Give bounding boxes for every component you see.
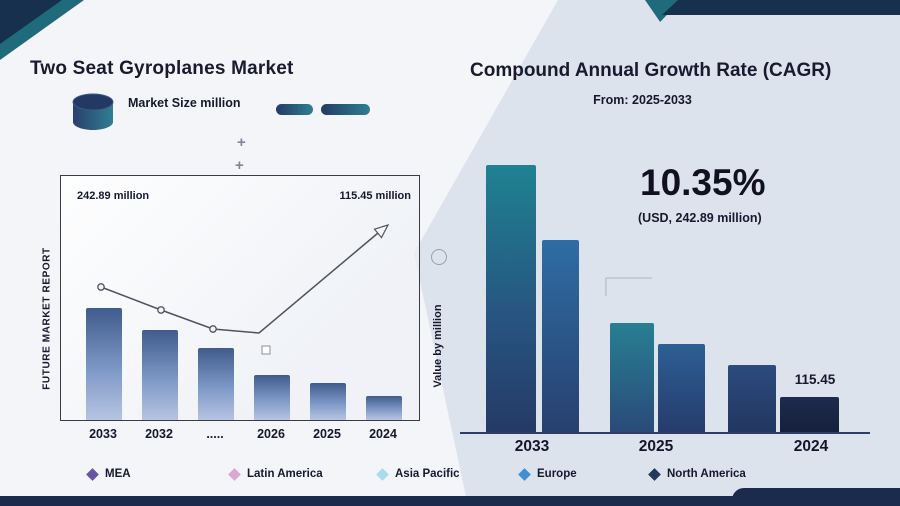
legend-label: MEA [105,468,131,480]
bar-2025 [310,383,346,420]
annotation-2024-value: 115.45 million [339,190,411,202]
market-size-legend-label: Market Size million [128,96,241,110]
legend-label: Europe [537,468,577,480]
legend-item-latin-america: Latin America [228,467,323,481]
top-bar-navy [662,0,900,15]
right-x-label-2033: 2033 [514,438,550,455]
bar-2024 [366,396,402,420]
left-x-label-ellipsis: ..... [206,427,224,441]
cagr-bar-2024-b [780,397,839,432]
right-x-label-2024: 2024 [793,438,829,455]
bottom-right-block [732,488,900,506]
cagr-value: 10.35% [640,162,766,203]
legend-item-mea: MEA [86,467,131,481]
right-y-axis-label: Value by million [432,304,444,388]
legend-label: Latin America [247,468,323,480]
legend-label: North America [667,468,746,480]
legend-item-asia-pacific: Asia Pacific [376,467,460,481]
bar-2026 [254,375,290,420]
right-chart-subtitle: From: 2025-2033 [593,93,692,107]
circle-decoration-icon [431,249,447,265]
diamond-icon [86,467,99,481]
bottom-band [0,496,900,506]
diamond-icon [228,467,241,481]
left-x-label-2026: 2026 [257,427,285,441]
cagr-bar-2025-b [658,344,705,432]
legend-item-north-america: North America [648,467,746,481]
gradient-pill-decoration [321,104,370,115]
diamond-icon [518,467,531,481]
right-chart-plot-area [460,148,870,434]
left-x-label-2024: 2024 [369,427,397,441]
left-chart-plot-area: 242.89 million 115.45 million [60,175,420,421]
left-y-axis-label: FUTURE MARKET REPORT [41,247,53,390]
legend-label: Asia Pacific [395,468,460,480]
left-chart-title: Two Seat Gyroplanes Market [30,58,294,79]
cagr-bar-2024-a [728,365,776,432]
legend-item-europe: Europe [518,467,577,481]
left-x-label-2032: 2032 [145,427,173,441]
right-x-label-2025: 2025 [638,438,674,455]
gradient-pill-decoration [276,104,313,115]
cagr-bar-2033-a [486,165,536,432]
bar-2032 [142,330,178,420]
diamond-icon [648,467,661,481]
right-chart-title: Compound Annual Growth Rate (CAGR) [470,60,832,81]
left-x-label-2033: 2033 [89,427,117,441]
cylinder-icon [66,92,120,132]
annotation-2033-value: 242.89 million [77,190,150,202]
plus-decoration-icon: + [235,157,244,174]
cagr-note: (USD, 242.89 million) [638,211,762,225]
cagr-bar-2033-b [542,240,579,432]
bar-2033 [86,308,122,420]
plus-decoration-icon: + [237,134,246,151]
diamond-icon [376,467,389,481]
left-x-label-2025: 2025 [313,427,341,441]
cagr-2024-value-label: 115.45 [794,372,836,387]
bar-intermediate [198,348,234,420]
cagr-bar-2025-a [610,323,654,432]
bracket-decoration [605,277,652,296]
